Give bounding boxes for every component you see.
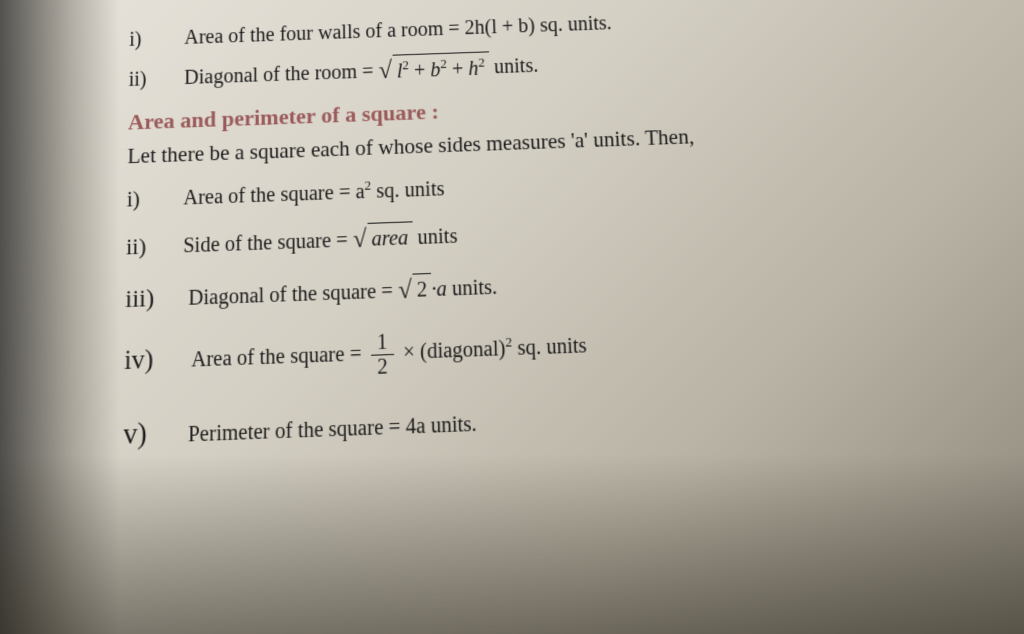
- square-item-4-label: iv): [124, 339, 185, 381]
- page-content: i) Area of the four walls of a room = 2h…: [123, 0, 1024, 456]
- page-shadow-bottom: [0, 454, 1024, 634]
- square-item-1-suffix: sq. units: [371, 178, 445, 203]
- square-item-4-prefix: Area of the square =: [191, 342, 367, 372]
- square-item-4-times: × (diagonal): [398, 337, 506, 364]
- page-shadow-left: [0, 0, 120, 634]
- sqrt-2: 2: [398, 273, 432, 307]
- square-item-5-label: v): [123, 410, 181, 456]
- sqrt-area: area: [353, 221, 413, 255]
- square-item-2-label: ii): [126, 227, 178, 263]
- square-item-4-text: Area of the square = 12 × (diagonal)2 sq…: [191, 334, 587, 372]
- fraction-half: 12: [371, 330, 395, 379]
- room-item-1-text: Area of the four walls of a room = 2h(l …: [184, 12, 612, 49]
- dot-a: ·a: [431, 277, 447, 301]
- room-item-2-prefix: Diagonal of the room =: [184, 60, 379, 89]
- sqrt-arg-area: area: [367, 221, 413, 255]
- frac-den: 2: [371, 355, 394, 379]
- square-item-3-suffix: units.: [446, 275, 497, 300]
- square-item-1-label: i): [127, 182, 179, 216]
- square-item-5-text: Perimeter of the square = 4a units.: [188, 412, 477, 446]
- square-item-2-text: Side of the square = area units: [183, 225, 458, 258]
- square-item-3-prefix: Diagonal of the square =: [188, 279, 398, 310]
- room-item-2-label: ii): [128, 63, 179, 95]
- room-item-1-expr: 2h(l + b) sq. units.: [464, 12, 612, 39]
- var-h: h: [468, 57, 479, 79]
- sqrt-arg-2: 2: [412, 273, 431, 306]
- square-item-5: v) Perimeter of the square = 4a units.: [123, 379, 1024, 456]
- room-item-1-label: i): [129, 23, 180, 55]
- square-item-4: iv) Area of the square = 12 × (diagonal)…: [124, 308, 1024, 388]
- square-item-2-prefix: Side of the square =: [183, 228, 353, 257]
- sqrt-arg-room: l2 + b2 + h2: [392, 51, 489, 86]
- sqrt-room-diagonal: l2 + b2 + h2: [378, 51, 489, 87]
- room-item-2-text: Diagonal of the room = l2 + b2 + h2 unit…: [184, 55, 539, 89]
- square-item-3-label: iii): [125, 278, 182, 318]
- square-item-1-text: Area of the square = a2 sq. units: [183, 178, 444, 210]
- square-item-3-text: Diagonal of the square = 2·a units.: [188, 275, 497, 309]
- square-item-2-suffix: units: [412, 225, 458, 250]
- square-item-4-suffix: sq. units: [512, 334, 587, 360]
- room-item-2-suffix: units.: [489, 55, 539, 79]
- square-item-1-prefix: Area of the square = a: [183, 181, 364, 210]
- square-item-3: iii) Diagonal of the square = 2·a units.: [125, 249, 1018, 319]
- frac-num: 1: [371, 330, 394, 355]
- room-item-1-prefix: Area of the four walls of a room =: [184, 17, 465, 49]
